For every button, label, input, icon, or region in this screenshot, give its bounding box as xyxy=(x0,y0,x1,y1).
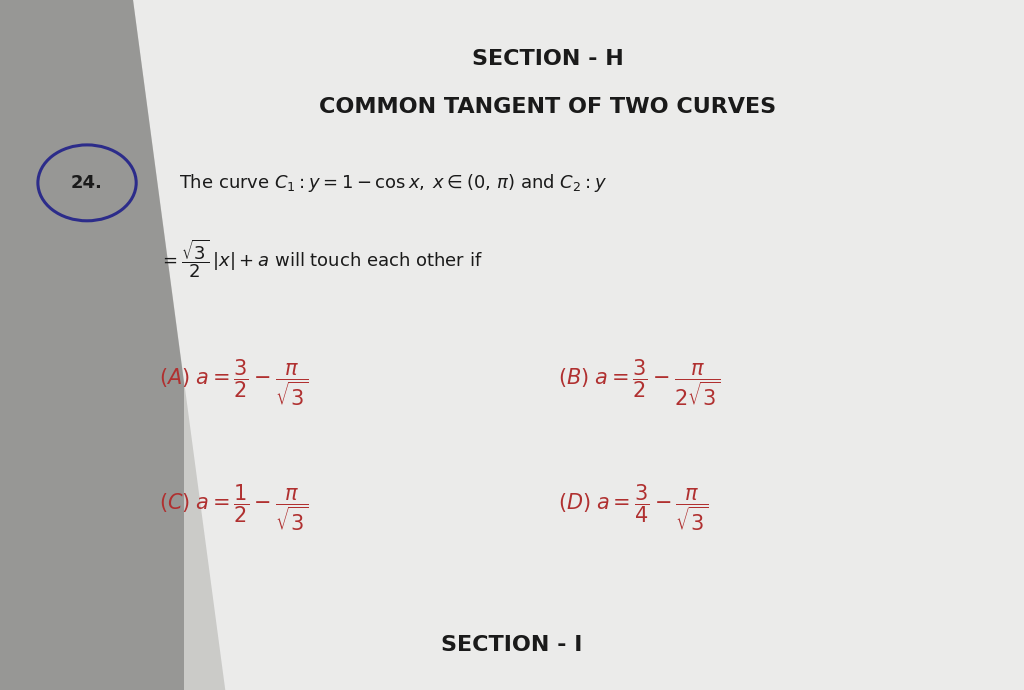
Text: $= \dfrac{\sqrt{3}}{2}\,|x| + a$ will touch each other if: $= \dfrac{\sqrt{3}}{2}\,|x| + a$ will to… xyxy=(159,237,482,280)
Text: 24.: 24. xyxy=(71,174,103,192)
Polygon shape xyxy=(0,0,184,690)
Polygon shape xyxy=(0,0,225,690)
Text: $(B)\; a = \dfrac{3}{2} - \dfrac{\pi}{2\sqrt{3}}$: $(B)\; a = \dfrac{3}{2} - \dfrac{\pi}{2\… xyxy=(558,357,721,408)
Text: $(A)\; a = \dfrac{3}{2} - \dfrac{\pi}{\sqrt{3}}$: $(A)\; a = \dfrac{3}{2} - \dfrac{\pi}{\s… xyxy=(159,357,308,408)
Text: COMMON TANGENT OF TWO CURVES: COMMON TANGENT OF TWO CURVES xyxy=(319,97,776,117)
Text: $(C)\; a = \dfrac{1}{2} - \dfrac{\pi}{\sqrt{3}}$: $(C)\; a = \dfrac{1}{2} - \dfrac{\pi}{\s… xyxy=(159,482,308,533)
Text: The curve $C_1 : y = 1 - \cos x,\; x \in (0,\, \pi)$ and $C_2 : y$: The curve $C_1 : y = 1 - \cos x,\; x \in… xyxy=(179,172,607,194)
Text: SECTION - I: SECTION - I xyxy=(441,635,583,655)
Text: SECTION - H: SECTION - H xyxy=(472,49,624,68)
Text: $(D)\; a = \dfrac{3}{4} - \dfrac{\pi}{\sqrt{3}}$: $(D)\; a = \dfrac{3}{4} - \dfrac{\pi}{\s… xyxy=(558,482,709,533)
Polygon shape xyxy=(133,0,1024,690)
